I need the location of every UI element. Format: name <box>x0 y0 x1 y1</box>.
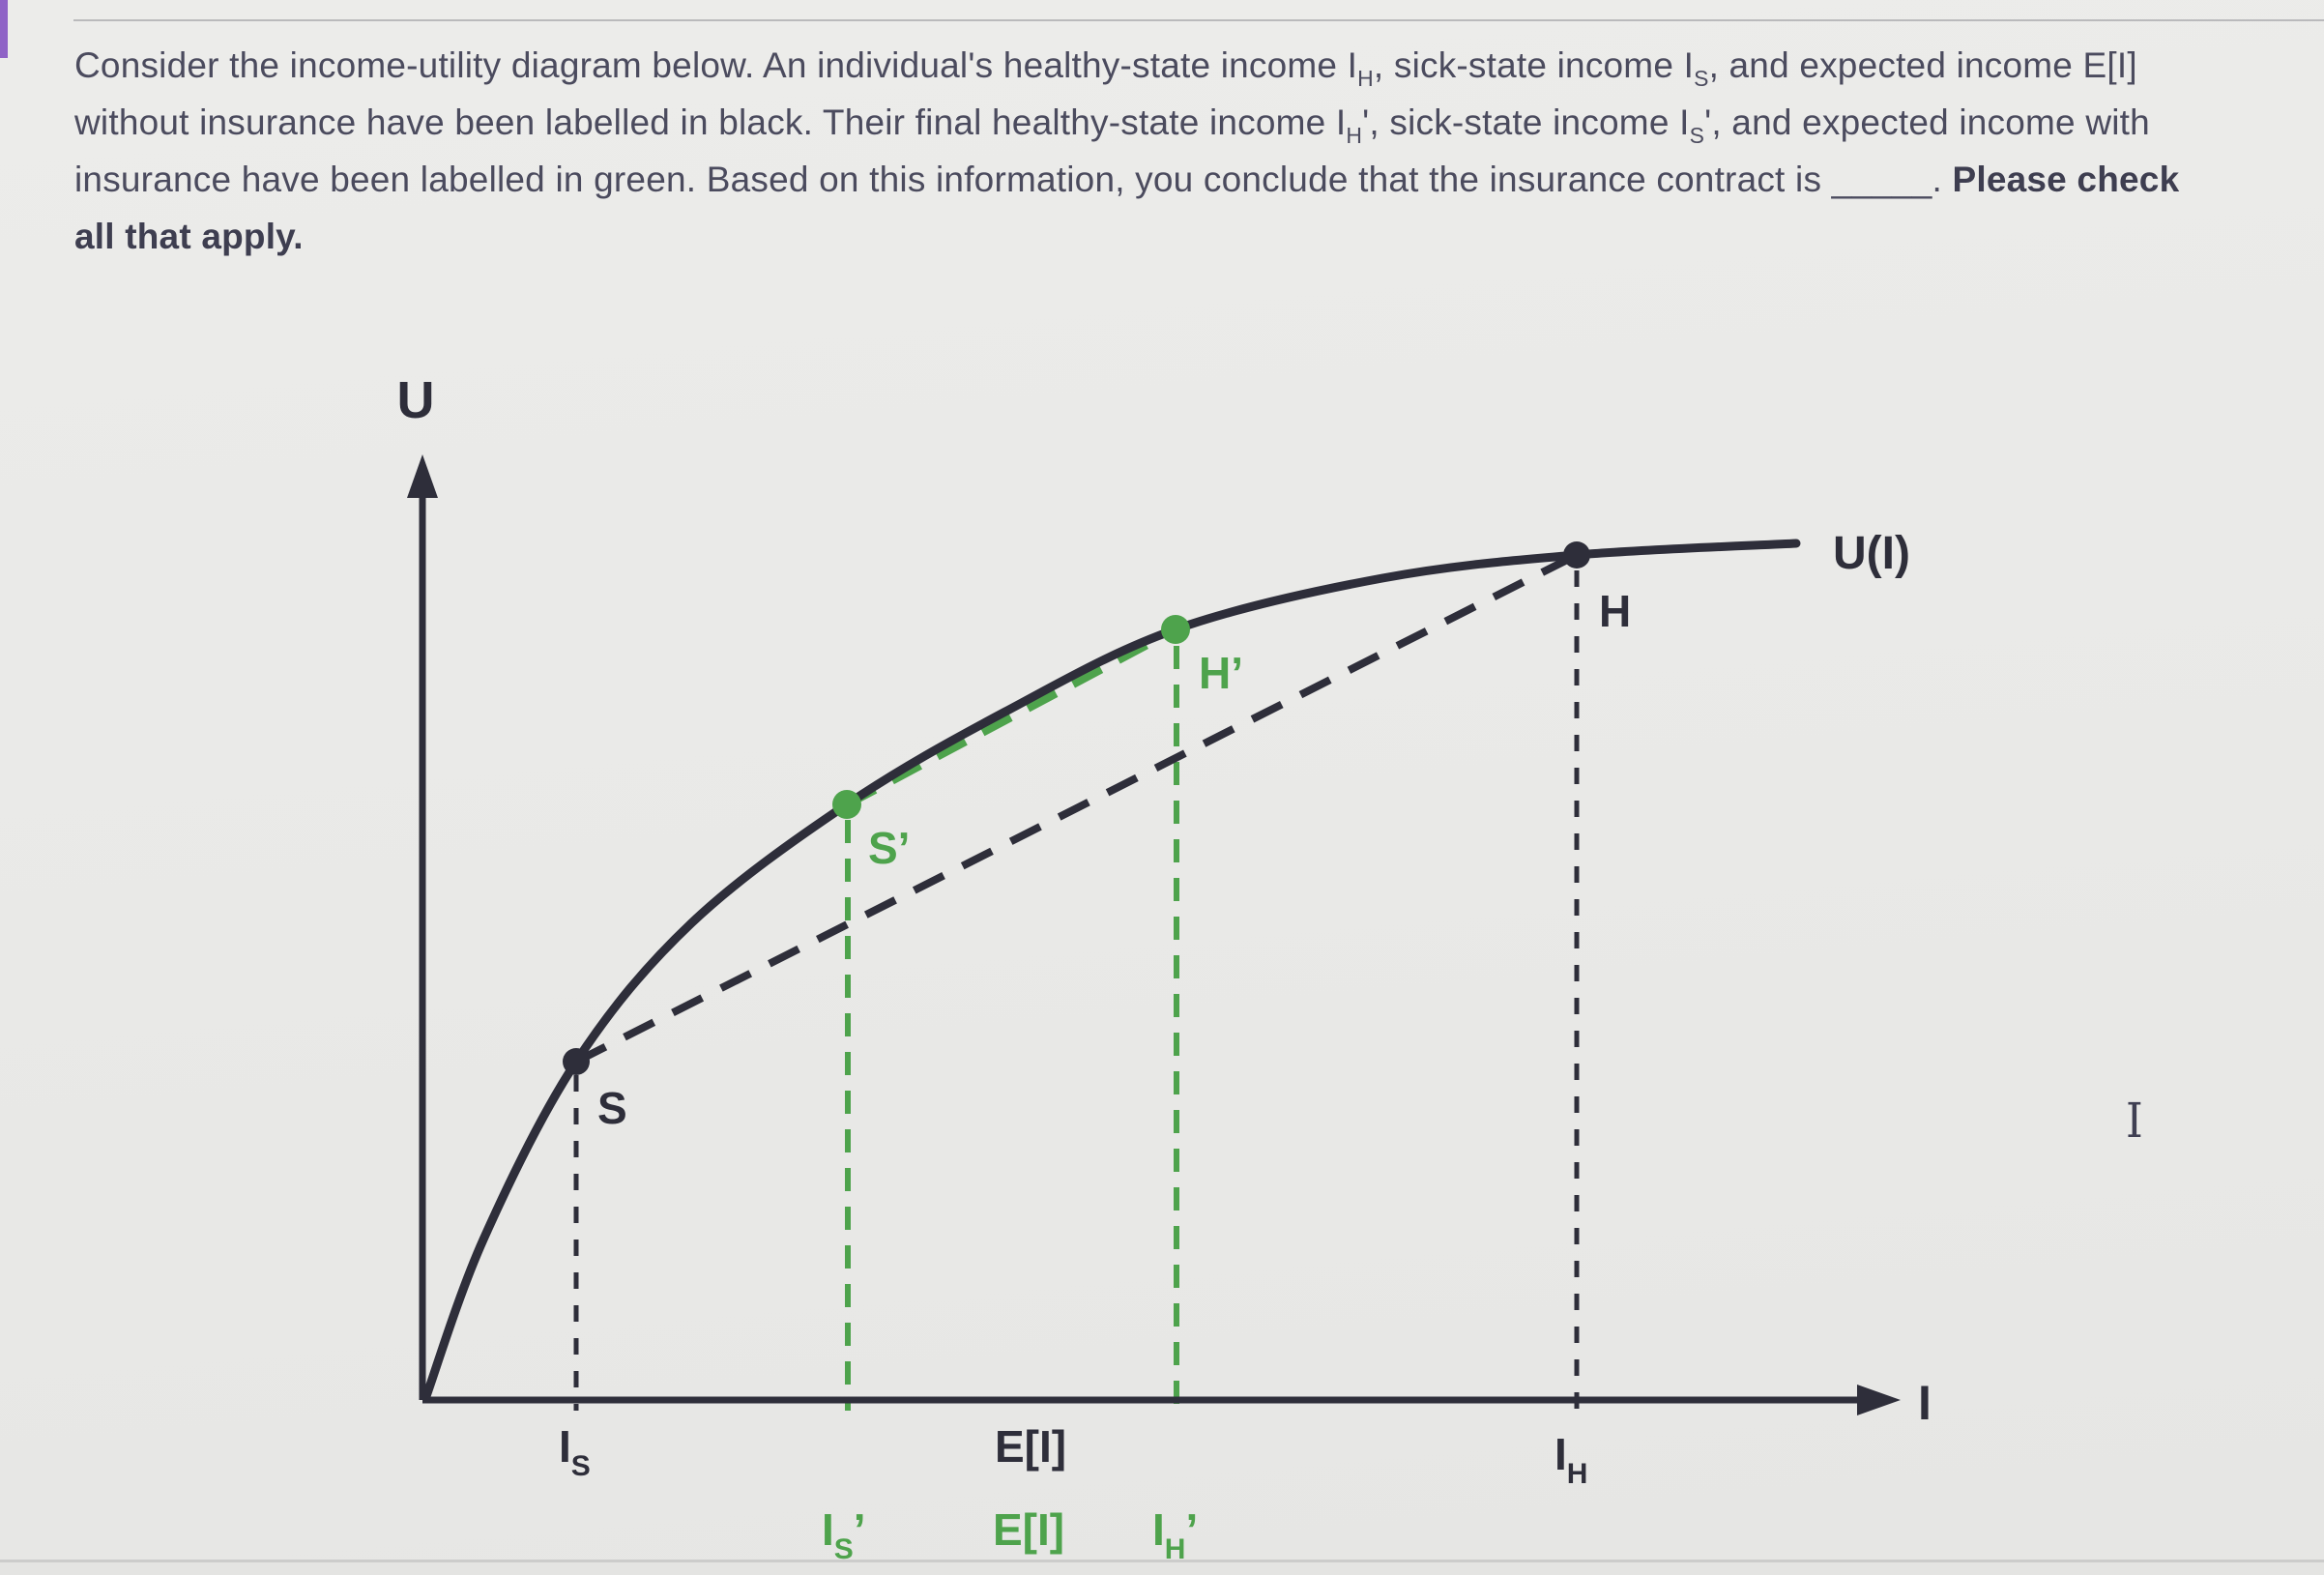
point-H-label: H <box>1599 586 1631 636</box>
curve-label: U(I) <box>1833 528 1910 579</box>
y-axis-label: U <box>397 371 435 429</box>
point-S-prime <box>832 790 861 819</box>
x-axis-arrowhead <box>1857 1385 1901 1415</box>
label-Is-prime: IS’ <box>822 1504 866 1565</box>
y-axis-arrowhead <box>407 454 438 498</box>
point-S <box>563 1048 590 1075</box>
label-Ih: IH <box>1554 1429 1587 1490</box>
top-divider-line <box>73 19 2324 21</box>
point-H <box>1563 541 1590 569</box>
point-S-label: S <box>597 1083 627 1133</box>
expected-utility-chord-no-insurance <box>574 551 1579 1065</box>
question-line: Consider the income-utility diagram belo… <box>74 45 2137 91</box>
label-EI-prime: E[I] <box>993 1504 1064 1555</box>
question-line: without insurance have been labelled in … <box>74 102 2150 148</box>
label-EI: E[I] <box>995 1421 1066 1472</box>
point-S-prime-label: S’ <box>868 823 910 873</box>
label-Ih-prime: IH’ <box>1152 1504 1198 1565</box>
question-line: insurance have been labelled in green. B… <box>74 160 2180 199</box>
bottom-margin-strip <box>0 1562 2324 1575</box>
expected-utility-chord-with-insurance <box>844 626 1178 808</box>
left-accent-bar <box>0 0 8 58</box>
utility-curve <box>421 539 1801 1401</box>
bottom-divider-line <box>0 1560 2324 1562</box>
text-cursor-ibeam: I <box>2125 1093 2143 1149</box>
point-H-prime-label: H’ <box>1199 648 1243 698</box>
question-text: Consider the income-utility diagram belo… <box>74 37 2179 265</box>
x-axis-label: I <box>1918 1376 1932 1430</box>
point-H-prime <box>1161 615 1190 644</box>
label-Is: IS <box>559 1421 591 1482</box>
question-line: all that apply. <box>74 217 304 256</box>
